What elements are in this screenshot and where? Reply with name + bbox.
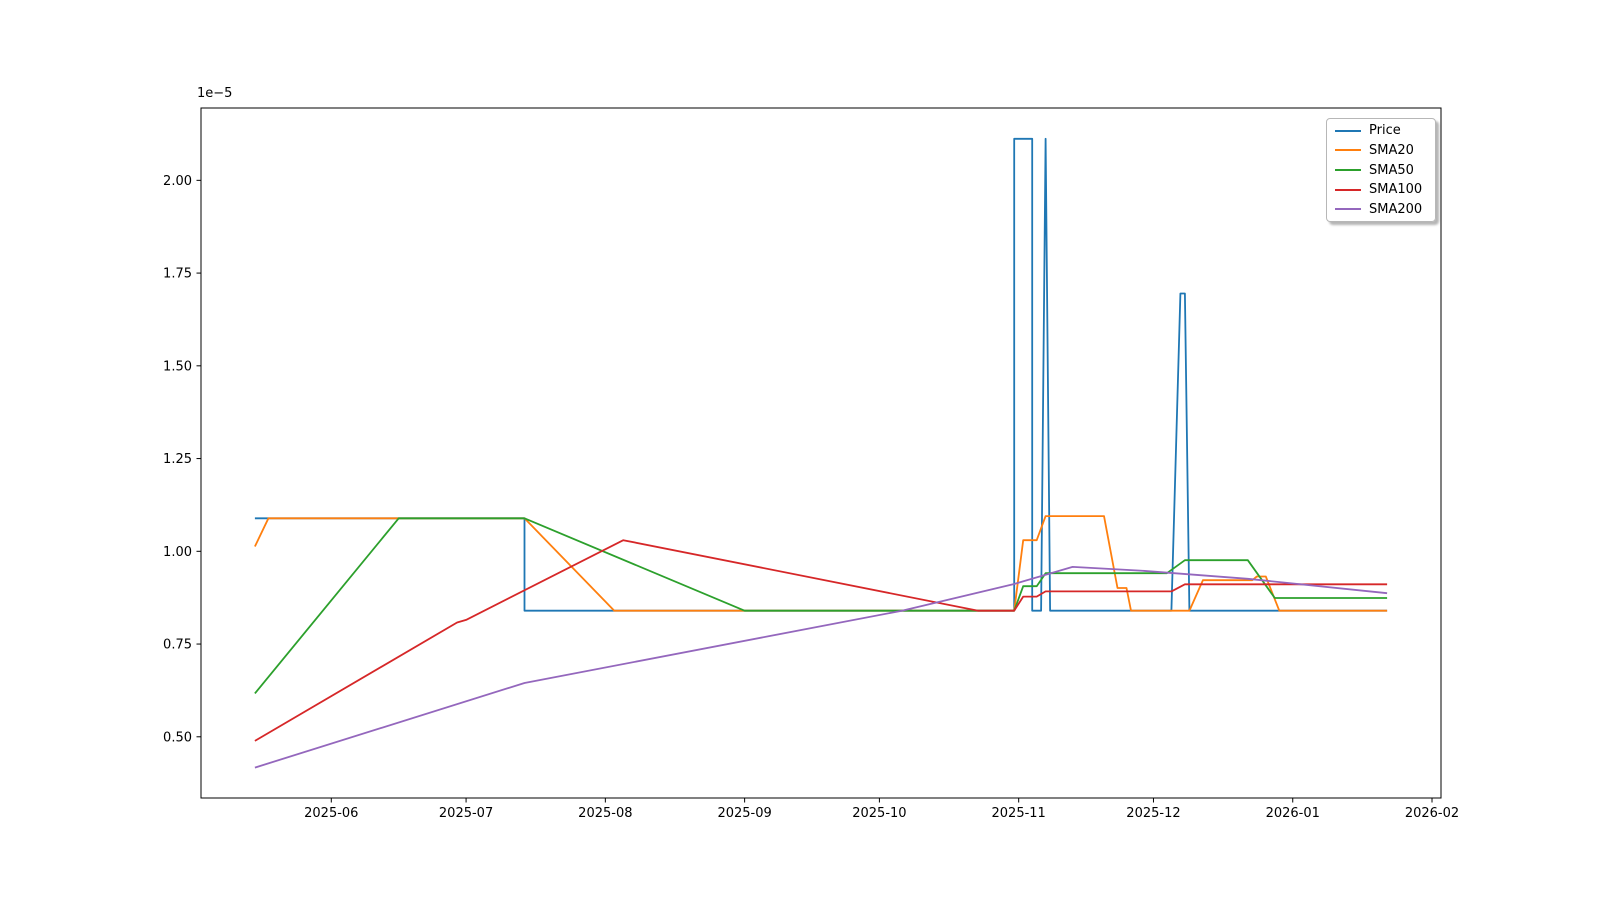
y-axis-offset-label: 1e−5 [197, 86, 233, 101]
legend-line-sample [1335, 208, 1361, 211]
legend-label: SMA100 [1369, 182, 1423, 198]
y-tick-label: 1.75 [163, 267, 192, 282]
legend-item-sma200: SMA200 [1335, 199, 1427, 219]
legend-line-sample [1335, 188, 1361, 191]
series-line-price [254, 137, 1388, 612]
series-line-sma20 [254, 515, 1388, 612]
legend-item-sma50: SMA50 [1335, 160, 1427, 180]
plot-frame [200, 107, 1442, 799]
legend-item-sma20: SMA20 [1335, 141, 1427, 161]
y-tick-label: 0.50 [163, 730, 192, 745]
x-tick-label: 2025-08 [578, 806, 632, 821]
legend-item-price: Price [1335, 121, 1427, 141]
series-line-sma50 [254, 517, 1388, 694]
legend-label: Price [1369, 123, 1401, 139]
y-tick-label: 1.25 [163, 452, 192, 467]
legend-label: SMA20 [1369, 142, 1414, 158]
legend-line-sample [1335, 129, 1361, 132]
x-tick-label: 2025-11 [992, 806, 1046, 821]
x-tick-label: 2025-07 [439, 806, 493, 821]
legend-line-sample [1335, 149, 1361, 152]
y-tick-label: 2.00 [163, 174, 192, 189]
x-tick-label: 2025-10 [852, 806, 906, 821]
legend: Price SMA20 SMA50 SMA100 SMA200 [1326, 118, 1436, 222]
y-tick-label: 0.75 [163, 638, 192, 653]
legend-line-sample [1335, 169, 1361, 171]
series-line-sma200 [254, 566, 1388, 769]
series-line-sma100 [254, 539, 1388, 742]
x-tick-label: 2025-12 [1126, 806, 1180, 821]
x-tick-label: 2026-02 [1405, 806, 1459, 821]
legend-item-sma100: SMA100 [1335, 180, 1427, 200]
x-tick-label: 2025-09 [717, 806, 771, 821]
y-tick-label: 1.00 [163, 545, 192, 560]
x-tick-label: 2025-06 [304, 806, 358, 821]
y-tick-label: 1.50 [163, 359, 192, 374]
legend-label: SMA50 [1369, 162, 1414, 178]
legend-label: SMA200 [1369, 201, 1423, 217]
x-tick-label: 2026-01 [1266, 806, 1320, 821]
